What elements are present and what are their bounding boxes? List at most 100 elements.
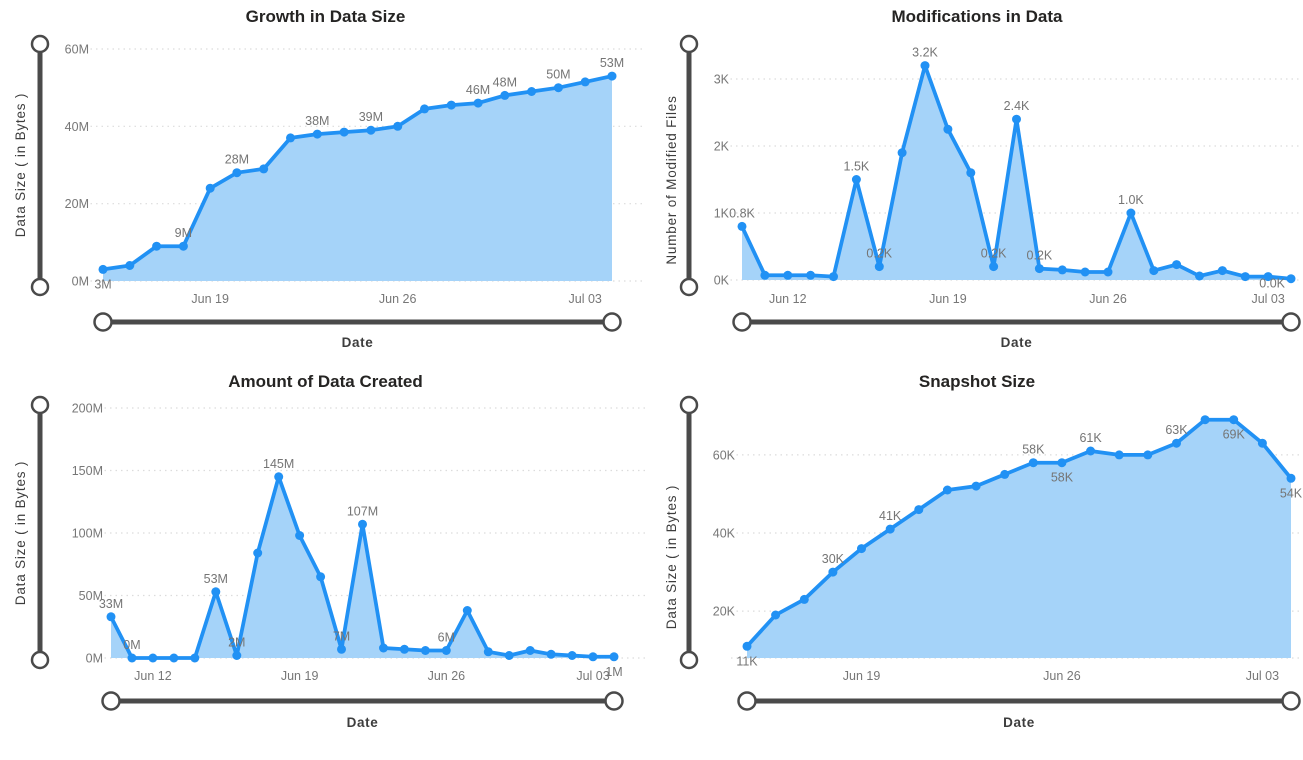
y-tick-label: 0K — [714, 274, 730, 288]
data-point — [828, 567, 838, 577]
x-zoom-slider-handle-left[interactable] — [732, 312, 752, 332]
y-tick-label: 1K — [714, 207, 730, 221]
data-point — [588, 652, 598, 662]
data-point — [98, 264, 108, 274]
data-point — [851, 175, 861, 184]
data-point-label: 3M — [94, 277, 111, 291]
y-zoom-slider-handle-top[interactable] — [679, 395, 699, 415]
x-tick-label: Jun 12 — [134, 669, 172, 683]
chart-snapshot-size: Snapshot Size 20K 40K 60K 11K 30K 41K 58K 58K 61… — [651, 365, 1303, 760]
data-point — [1143, 450, 1153, 460]
y-zoom-slider-handle-bottom[interactable] — [679, 650, 699, 670]
data-point — [358, 519, 367, 529]
data-point — [420, 646, 430, 655]
data-point-label: 2.4K — [1004, 99, 1030, 113]
data-point — [742, 641, 752, 651]
y-zoom-slider — [30, 395, 50, 670]
data-point — [1286, 274, 1296, 284]
data-point — [1028, 458, 1038, 468]
data-point-label: 0.2K — [866, 247, 892, 261]
data-point — [553, 83, 563, 93]
x-axis-title: Date — [347, 715, 379, 730]
data-point — [885, 524, 895, 534]
y-zoom-slider-handle-top[interactable] — [30, 395, 50, 415]
y-tick-label: 60M — [65, 42, 89, 56]
data-point-label: 58K — [1051, 471, 1074, 485]
data-point — [483, 647, 493, 657]
y-zoom-slider-handle-bottom[interactable] — [30, 650, 50, 670]
data-point — [169, 653, 179, 663]
data-point — [1195, 271, 1204, 281]
x-zoom-slider — [732, 312, 1301, 332]
x-zoom-slider-handle-left[interactable] — [101, 691, 121, 711]
y-zoom-slider-handle-top[interactable] — [679, 34, 699, 54]
data-point — [178, 241, 188, 251]
data-point-label: 7M — [333, 629, 350, 643]
x-tick-label: Jun 19 — [191, 292, 229, 306]
data-point — [500, 90, 510, 100]
y-tick-label: 60K — [713, 448, 736, 462]
data-point — [525, 646, 535, 655]
y-tick-label: 2K — [714, 140, 730, 154]
data-point — [1286, 473, 1296, 483]
data-point — [1080, 267, 1090, 277]
x-zoom-slider — [737, 691, 1301, 711]
x-axis-title: Date — [342, 335, 374, 350]
data-point — [205, 183, 215, 193]
modifications-in-data-svg: 0K 1K 2K 3K 0.8K 1.5K 0.2K 3.2K 0.2K 2.4K 0.2K 1.0K… — [664, 7, 1301, 350]
data-point — [399, 644, 409, 654]
data-point — [295, 531, 305, 540]
y-tick-label: 40M — [65, 120, 89, 134]
x-tick-label: Jun 26 — [428, 669, 466, 683]
y-zoom-slider-handle-bottom[interactable] — [30, 277, 50, 297]
data-point-label: 11K — [736, 654, 758, 668]
area-fill — [111, 476, 614, 658]
data-point-label: 53M — [600, 56, 624, 70]
x-zoom-slider-handle-right[interactable] — [604, 691, 624, 711]
x-zoom-slider-handle-left[interactable] — [93, 312, 113, 332]
data-point — [897, 148, 907, 158]
y-tick-label: 0M — [72, 275, 89, 289]
data-point — [190, 653, 200, 663]
data-point — [232, 168, 242, 178]
data-point — [783, 270, 793, 280]
area-fill — [747, 419, 1291, 658]
y-zoom-slider-handle-top[interactable] — [30, 34, 50, 54]
data-point — [106, 612, 116, 622]
data-point — [473, 98, 483, 108]
data-point-label: 9M — [175, 226, 192, 240]
data-point — [1240, 272, 1250, 282]
data-point-label: 63K — [1165, 423, 1188, 437]
data-point — [259, 164, 269, 174]
y-zoom-slider-handle-bottom[interactable] — [679, 277, 699, 297]
data-point-label: 33M — [99, 597, 123, 611]
data-point — [806, 270, 816, 280]
x-zoom-slider-handle-left[interactable] — [737, 691, 757, 711]
x-tick-label: Jul 03 — [1246, 669, 1279, 683]
data-point-label: 28M — [225, 153, 249, 167]
x-zoom-slider-handle-right[interactable] — [1281, 312, 1301, 332]
x-tick-label: Jun 19 — [929, 292, 967, 306]
data-point-label: 30K — [822, 552, 845, 566]
data-point — [771, 610, 781, 620]
data-point — [253, 548, 263, 558]
amount-of-data-created-svg: 0M 50M 100M 150M 200M 33M 0M 53M 2M 145M 7M 107M 6M 1… — [13, 372, 646, 730]
chart-modifications-in-data: Modifications in Data 0K 1K 2K 3K 0.8K 1.5K 0.… — [651, 0, 1303, 365]
data-point — [1012, 114, 1021, 124]
x-tick-label: Jul 03 — [576, 669, 609, 683]
data-point-label: 3.2K — [912, 46, 938, 60]
data-point-label: 1.0K — [1118, 193, 1144, 207]
x-tick-label: Jun 26 — [379, 292, 417, 306]
data-point-label: 46M — [466, 83, 490, 97]
data-point-label: 39M — [359, 110, 383, 124]
data-point-label: 6M — [438, 631, 455, 645]
data-point — [446, 100, 456, 110]
x-zoom-slider-handle-right[interactable] — [1281, 691, 1301, 711]
data-point-label: 2M — [228, 636, 245, 650]
y-zoom-slider — [679, 34, 699, 297]
y-tick-label: 150M — [72, 464, 103, 478]
y-tick-label: 100M — [72, 527, 103, 541]
x-zoom-slider — [93, 312, 622, 332]
x-zoom-slider-handle-right[interactable] — [602, 312, 622, 332]
